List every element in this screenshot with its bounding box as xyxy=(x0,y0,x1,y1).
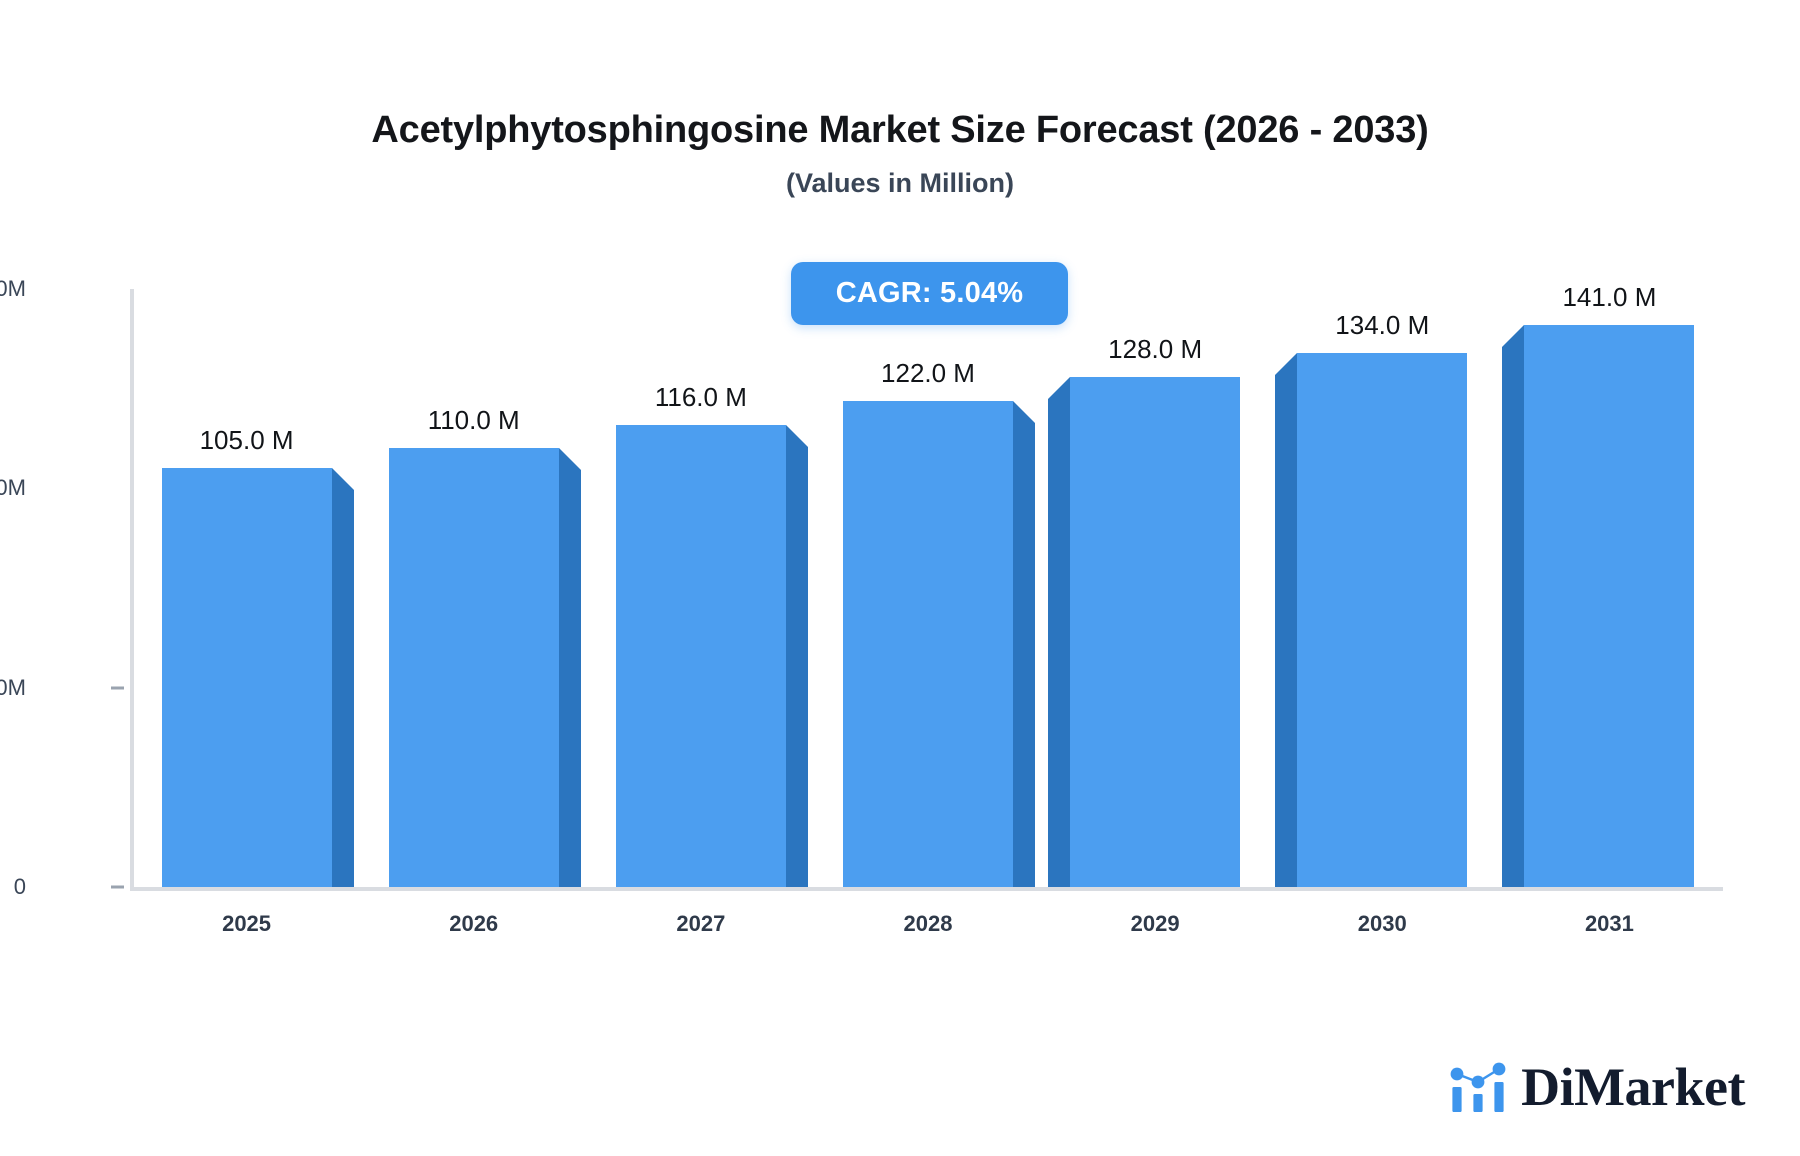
bar-side-face xyxy=(1275,374,1298,887)
y-axis-line xyxy=(130,289,134,887)
bar-value-label: 116.0 M xyxy=(654,381,747,412)
bar-top-face xyxy=(331,468,354,491)
bar-value-label: 122.0 M xyxy=(881,357,975,388)
bar-side-face xyxy=(558,470,581,887)
bar-value-label: 105.0 M xyxy=(199,425,294,456)
dimarket-logo: DiMarket xyxy=(1449,1060,1745,1114)
plot-area: 0 50.0M 100.0M 150.0M 105.0 M 110.0 M 116.0 M… xyxy=(0,276,1723,936)
bar: 110.0 M xyxy=(388,405,581,887)
bar: 134.0 M xyxy=(1275,310,1468,887)
bar-value-label: 128.0 M xyxy=(1108,333,1203,364)
bar-front-face xyxy=(1524,324,1695,887)
y-axis-tick-label: 0 xyxy=(13,874,26,899)
bar-front-face xyxy=(161,468,332,887)
bar: 128.0 M xyxy=(1048,334,1241,887)
bar-side-face xyxy=(785,446,808,887)
x-axis-tick-label: 2025 xyxy=(222,911,272,936)
bar-chart-dots-icon xyxy=(1450,1062,1506,1112)
x-axis-tick-label: 2026 xyxy=(449,911,499,936)
cagr-badge-label: CAGR: 5.04% xyxy=(835,277,1024,309)
cagr-badge: CAGR: 5.04% xyxy=(791,262,1068,325)
bar-value-label: 141.0 M xyxy=(1562,281,1657,312)
x-axis-tick-label: 2027 xyxy=(676,911,726,936)
bar-top-face xyxy=(785,424,808,447)
bar-top-face xyxy=(1013,400,1035,423)
y-axis-tick-mark xyxy=(111,885,124,889)
bar: 116.0 M xyxy=(615,382,808,887)
bar-top-face xyxy=(558,448,581,471)
x-axis-line xyxy=(130,887,1723,891)
y-axis-tick-label: 100.0M xyxy=(0,475,26,501)
bar-top-face xyxy=(1048,376,1071,399)
bar-front-face xyxy=(1070,376,1241,887)
y-axis-tick-label: 50.0M xyxy=(0,674,26,700)
bar-front-face xyxy=(1297,352,1468,887)
x-axis-tick-label: 2029 xyxy=(1130,911,1180,936)
bar-value-label: 110.0 M xyxy=(427,405,520,436)
bar-side-face xyxy=(1048,398,1071,887)
bar-side-face xyxy=(331,490,354,887)
bar: 122.0 M xyxy=(843,358,1035,887)
title-block: Acetylphytosphingosine Market Size Forec… xyxy=(0,108,1800,199)
bar-top-face xyxy=(1502,324,1525,347)
y-axis-tick-mark xyxy=(111,686,124,690)
bar-value-label: 134.0 M xyxy=(1335,309,1430,340)
bar-top-face xyxy=(1275,352,1298,375)
bar-front-face xyxy=(615,424,786,887)
bar: 141.0 M xyxy=(1502,282,1695,887)
bar-side-face xyxy=(1502,346,1525,887)
bar-front-face xyxy=(843,400,1013,887)
bar: 105.0 M xyxy=(161,425,354,887)
chart-title: Acetylphytosphingosine Market Size Forec… xyxy=(371,109,1429,151)
x-axis-tick-label: 2028 xyxy=(903,911,953,936)
bar-side-face xyxy=(1013,422,1035,887)
chart-subtitle: (Values in Million) xyxy=(785,167,1015,198)
x-axis-tick-label: 2031 xyxy=(1584,911,1634,936)
y-axis-tick-label: 150.0M xyxy=(0,276,26,301)
logo-text: DiMarket xyxy=(1521,1057,1745,1117)
x-axis-tick-label: 2030 xyxy=(1357,911,1407,936)
bar-front-face xyxy=(388,448,559,887)
